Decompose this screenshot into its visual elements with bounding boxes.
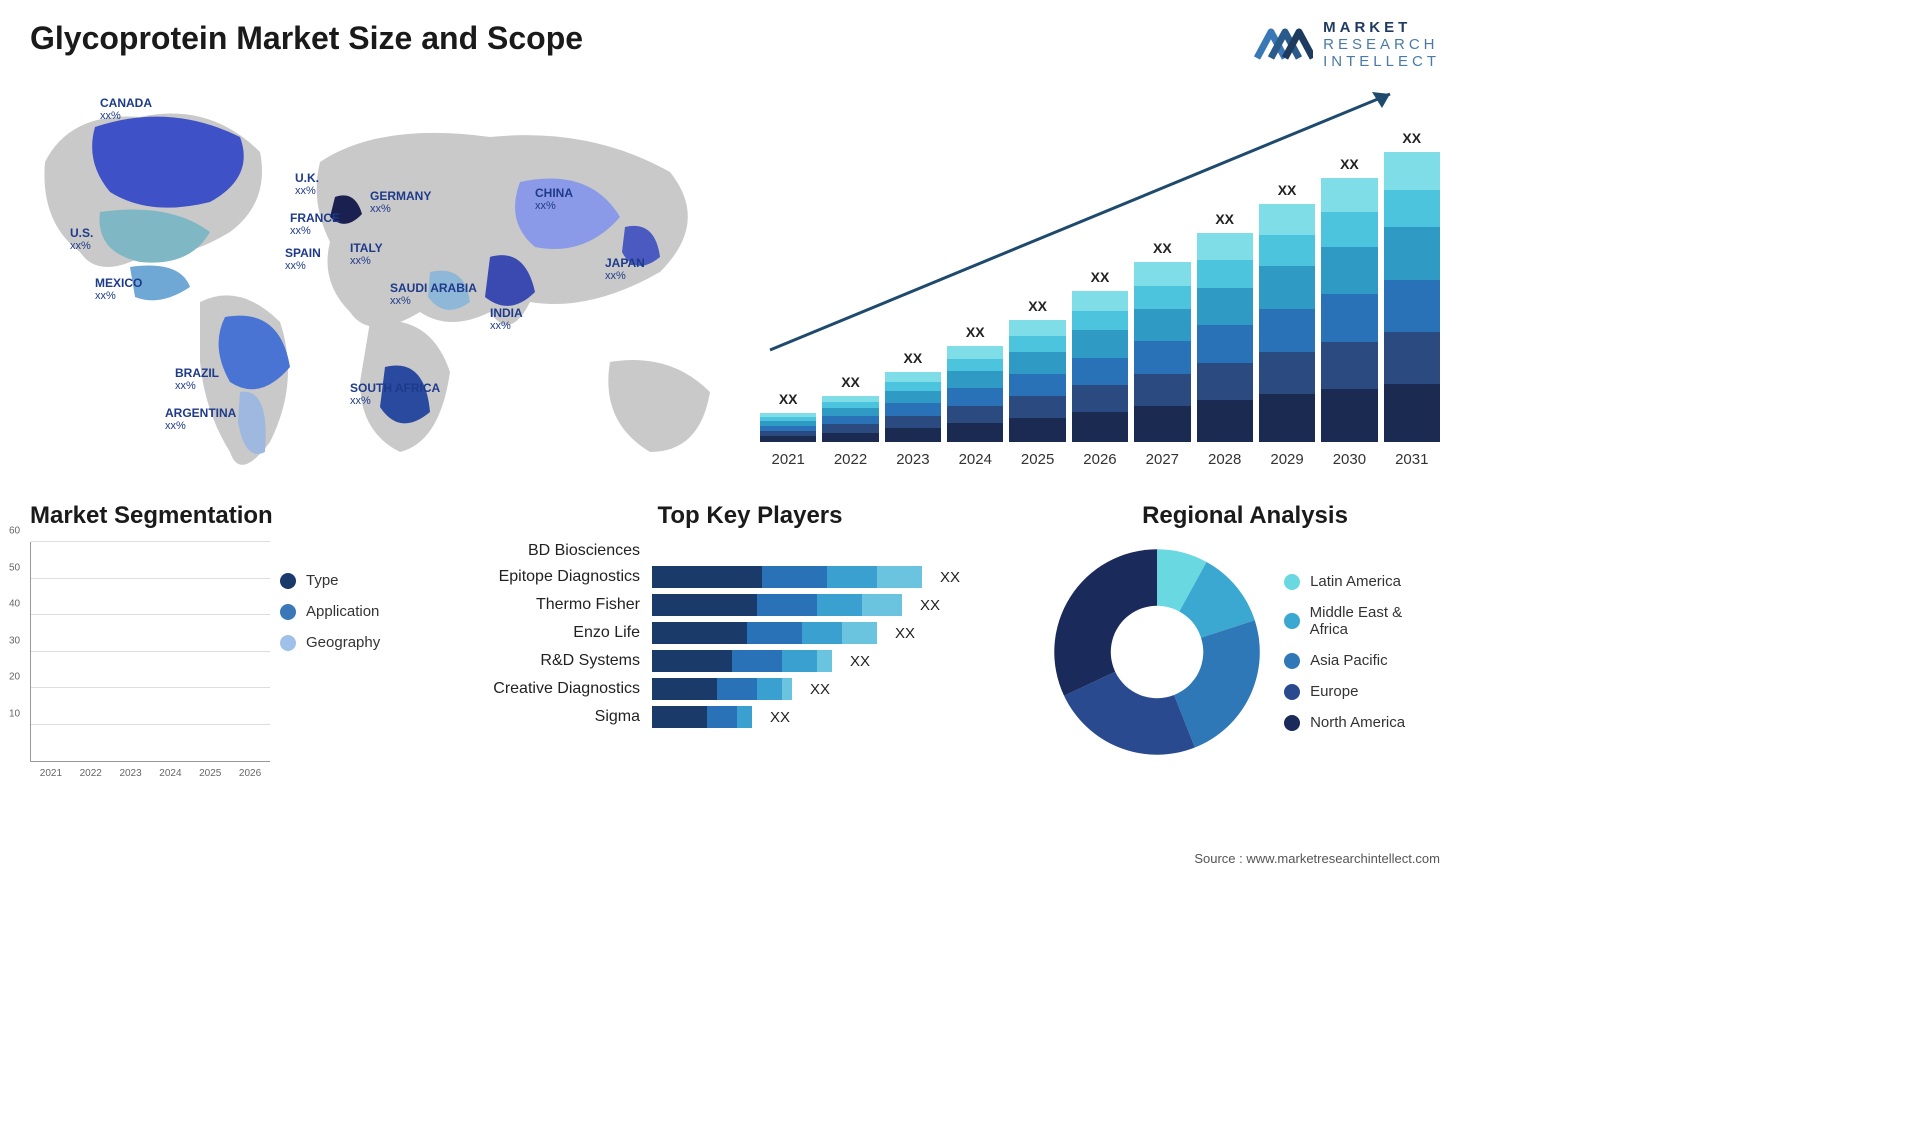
growth-bar: XX — [1072, 291, 1128, 442]
player-row: Epitope DiagnosticsXX — [480, 566, 1020, 588]
logo-chevron-icon — [1249, 18, 1313, 70]
legend-item: Asia Pacific — [1284, 652, 1440, 669]
player-row: BD Biosciences — [480, 542, 1020, 560]
logo-line1: MARKET — [1323, 19, 1440, 36]
brand-logo: MARKET RESEARCH INTELLECT — [1249, 18, 1440, 70]
country-label: ITALYxx% — [350, 242, 383, 267]
country-label: MEXICOxx% — [95, 277, 142, 302]
country-label: CHINAxx% — [535, 187, 573, 212]
legend-dot-icon — [1284, 653, 1300, 669]
legend-dot-icon — [1284, 715, 1300, 731]
growth-bar: XX — [1134, 262, 1190, 442]
legend-dot-icon — [280, 573, 296, 589]
legend-item: Geography — [280, 634, 380, 651]
players-panel: Top Key Players BD Biosciences Epitope Di… — [480, 502, 1020, 762]
world-map: CANADAxx% U.S.xx% MEXICOxx% BRAZILxx% ARGENT… — [30, 82, 720, 472]
regional-donut-chart — [1050, 542, 1264, 762]
growth-bar: XX — [1384, 152, 1440, 442]
logo-line3: INTELLECT — [1323, 53, 1440, 70]
country-label: INDIAxx% — [490, 307, 523, 332]
player-row: Thermo FisherXX — [480, 594, 1020, 616]
country-label: U.K.xx% — [295, 172, 319, 197]
player-row: Creative DiagnosticsXX — [480, 678, 1020, 700]
growth-bar: XX — [1009, 320, 1065, 442]
legend-item: Type — [280, 572, 380, 589]
country-label: GERMANYxx% — [370, 190, 431, 215]
growth-bar: XX — [885, 372, 941, 442]
growth-bar: XX — [822, 396, 878, 442]
growth-chart: XXXXXXXXXXXXXXXXXXXXXX 20212022202320242… — [760, 82, 1440, 472]
legend-item: Europe — [1284, 683, 1440, 700]
players-title: Top Key Players — [480, 502, 1020, 530]
country-label: SOUTH AFRICAxx% — [350, 382, 440, 407]
country-label: CANADAxx% — [100, 97, 152, 122]
player-row: SigmaXX — [480, 706, 1020, 728]
page-title: Glycoprotein Market Size and Scope — [30, 20, 1440, 57]
legend-item: Application — [280, 603, 380, 620]
growth-bar: XX — [1321, 178, 1377, 442]
country-label: FRANCExx% — [290, 212, 340, 237]
segmentation-panel: Market Segmentation 20212022202320242025… — [30, 502, 450, 762]
regional-title: Regional Analysis — [1050, 502, 1440, 530]
player-row: R&D SystemsXX — [480, 650, 1020, 672]
country-label: ARGENTINAxx% — [165, 407, 236, 432]
segmentation-title: Market Segmentation — [30, 502, 450, 530]
growth-bar: XX — [760, 413, 816, 442]
growth-bar: XX — [947, 346, 1003, 442]
legend-item: Middle East & Africa — [1284, 604, 1440, 638]
country-label: SPAINxx% — [285, 247, 321, 272]
growth-bar: XX — [1197, 233, 1253, 442]
legend-item: Latin America — [1284, 573, 1440, 590]
country-label: BRAZILxx% — [175, 367, 219, 392]
country-label: JAPANxx% — [605, 257, 645, 282]
country-label: U.S.xx% — [70, 227, 93, 252]
donut-slice — [1054, 549, 1157, 696]
source-attribution: Source : www.marketresearchintellect.com — [1194, 851, 1440, 866]
legend-dot-icon — [1284, 574, 1300, 590]
legend-dot-icon — [280, 635, 296, 651]
player-row: Enzo LifeXX — [480, 622, 1020, 644]
legend-dot-icon — [280, 604, 296, 620]
country-label: SAUDI ARABIAxx% — [390, 282, 477, 307]
legend-dot-icon — [1284, 684, 1300, 700]
logo-line2: RESEARCH — [1323, 36, 1440, 53]
regional-panel: Regional Analysis Latin America Middle Ea… — [1050, 502, 1440, 762]
growth-bar: XX — [1259, 204, 1315, 442]
legend-dot-icon — [1284, 613, 1300, 629]
legend-item: North America — [1284, 714, 1440, 731]
